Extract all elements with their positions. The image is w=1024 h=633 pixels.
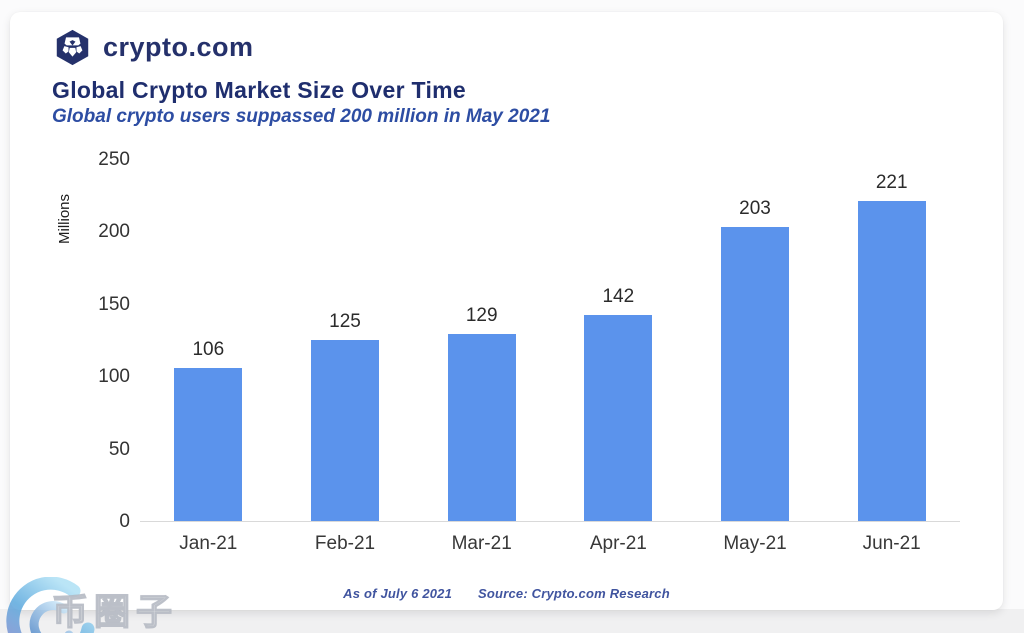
bar-value-label: 221 [875, 172, 908, 193]
y-axis-ticks: 250 200 150 100 50 0 [50, 149, 130, 532]
bar: 129 [447, 305, 516, 521]
as-of-text: As of July 6 2021 [343, 586, 453, 601]
chart-subtitle: Global crypto users suppassed 200 millio… [52, 106, 551, 127]
plot-area: 106 125 129 142 203 221 [140, 160, 960, 522]
x-tick-label: Feb-21 [314, 533, 376, 554]
bar-value-label: 106 [192, 339, 225, 360]
bar-column: 142 [550, 160, 687, 521]
x-tick-label: Mar-21 [451, 533, 512, 554]
bar-column: 221 [823, 160, 960, 521]
x-tick-label: May-21 [723, 533, 787, 554]
bar-value-label: 125 [329, 311, 361, 332]
chart-card: crypto.com Global Crypto Market Size Ove… [10, 12, 1003, 610]
y-tick-label: 200 [98, 221, 130, 243]
bar-value-label: 203 [739, 198, 771, 219]
chart-title: Global Crypto Market Size Over Time [52, 77, 466, 103]
y-tick-label: 250 [98, 149, 130, 170]
bar-column: 106 [140, 160, 277, 521]
bar-column: 129 [413, 160, 550, 521]
crypto-com-shield-icon [56, 29, 89, 66]
x-tick-label: Jan-21 [179, 533, 238, 554]
y-tick-label: 150 [98, 293, 130, 315]
bar: 142 [584, 286, 653, 521]
brand-logo: crypto.com [54, 29, 254, 66]
bar-value-label: 129 [465, 305, 498, 326]
x-tick-label: Apr-21 [589, 533, 647, 554]
bar-column: 125 [277, 160, 414, 521]
bar: 221 [857, 172, 926, 521]
bar: 106 [174, 339, 243, 521]
x-axis-labels: Jan-21 Feb-21 Mar-21 Apr-21 May-21 Jun-21 [140, 533, 960, 555]
bar: 203 [721, 198, 790, 521]
source-note: As of July 6 2021 Source: Crypto.com Rese… [10, 586, 1003, 601]
bar-value-label: 142 [602, 286, 635, 307]
logo-text: crypto.com [103, 32, 254, 62]
y-tick-label: 50 [108, 438, 130, 460]
y-tick-label: 100 [98, 366, 130, 388]
bar-column: 203 [687, 160, 824, 521]
bar: 125 [311, 311, 379, 521]
y-tick-label: 0 [119, 511, 130, 532]
source-text: Source: Crypto.com Research [478, 586, 670, 601]
x-tick-label: Jun-21 [862, 533, 921, 554]
bottom-strip [0, 609, 1024, 633]
